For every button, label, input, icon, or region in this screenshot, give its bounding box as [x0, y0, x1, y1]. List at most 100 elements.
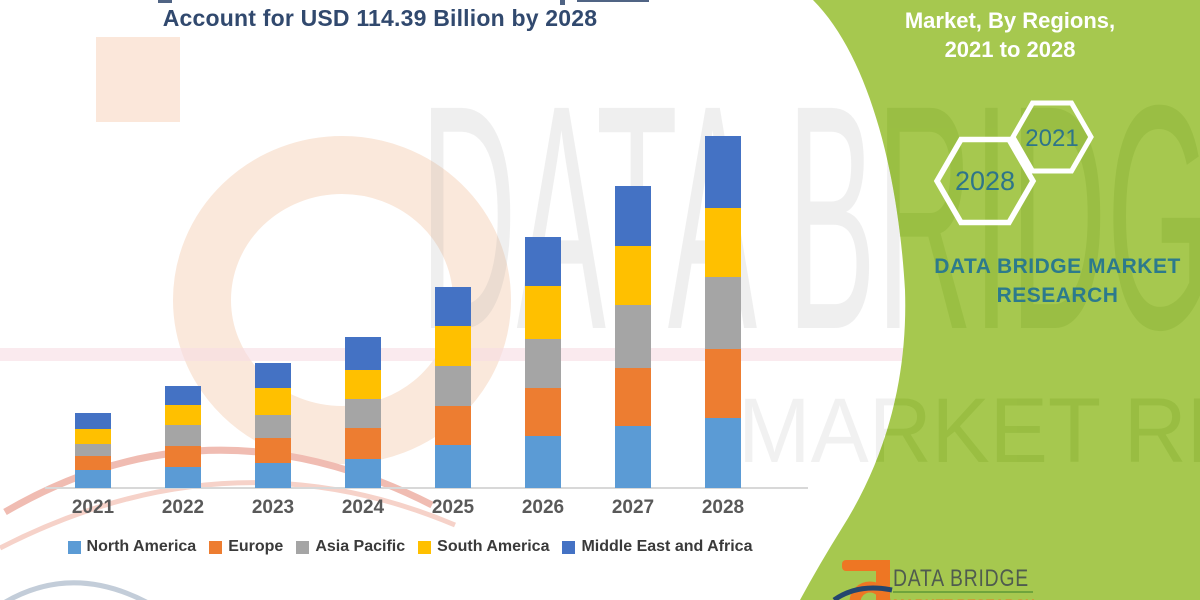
footer-logo-brand: DATA BRIDGE [893, 565, 1029, 592]
bar-2021 [75, 412, 111, 488]
segment-asia-pacific-2023 [255, 415, 291, 439]
clipped-title-remnant [560, 0, 565, 5]
footer-logo-underline [893, 591, 1033, 593]
segment-south-america-2021 [75, 428, 111, 444]
clipped-title-remnant [158, 0, 172, 3]
legend-item-north-america: North America [67, 538, 197, 556]
legend: North America Europe Asia Pacific South Ame… [25, 538, 795, 556]
segment-south-america-2023 [255, 388, 291, 416]
hexagon-2021-outline [1010, 100, 1094, 174]
segment-middle-east-and-africa-2026 [525, 237, 561, 287]
x-tick-2022: 2022 [161, 497, 205, 518]
stacked-bar-chart: 2021 2022 2023 2024 2025 2026 2027 2028 [45, 136, 808, 518]
bar-2028 [705, 136, 741, 488]
segment-asia-pacific-2024 [345, 399, 381, 429]
x-tick-2025: 2025 [431, 497, 475, 518]
logo-swoosh [832, 585, 893, 600]
segment-middle-east-and-africa-2024 [345, 337, 381, 371]
panel-brand-line2: RESEARCH [996, 284, 1119, 307]
segment-north-america-2027 [615, 425, 651, 488]
segment-north-america-2025 [435, 444, 471, 488]
panel-brand-line1: DATA BRIDGE MARKET [934, 255, 1181, 278]
clipped-title-remnant [577, 0, 649, 2]
bar-2024 [345, 337, 381, 488]
segment-asia-pacific-2022 [165, 425, 201, 447]
segment-asia-pacific-2028 [705, 276, 741, 349]
watermark-peach-square [96, 37, 180, 122]
segment-north-america-2023 [255, 463, 291, 488]
segment-asia-pacific-2027 [615, 304, 651, 368]
watermark-blue-arc [4, 580, 148, 600]
hexagon-2021-label: 2021 [1025, 125, 1078, 152]
segment-europe-2026 [525, 388, 561, 436]
x-tick-2021: 2021 [71, 497, 115, 518]
bar-2022 [165, 386, 201, 488]
bar-2023 [255, 363, 291, 488]
segment-south-america-2025 [435, 325, 471, 366]
segment-middle-east-and-africa-2027 [615, 186, 651, 247]
legend-label-middle-east-and-africa: Middle East and Africa [581, 538, 753, 555]
bar-2026 [525, 237, 561, 488]
legend-label-europe: Europe [228, 538, 284, 555]
segment-north-america-2021 [75, 469, 111, 488]
segment-europe-2025 [435, 405, 471, 445]
segment-middle-east-and-africa-2022 [165, 386, 201, 406]
legend-item-middle-east-and-africa: Middle East and Africa [562, 538, 752, 556]
segment-europe-2021 [75, 455, 111, 470]
legend-swatch-europe [209, 540, 223, 554]
legend-item-south-america: South America [418, 538, 549, 556]
panel-heading: Market, By Regions, 2021 to 2028 [845, 6, 1175, 64]
hexagon-2028-label: 2028 [955, 166, 1015, 196]
chart-title: Account for USD 114.39 Billion by 2028 [0, 5, 760, 32]
segment-south-america-2028 [705, 208, 741, 277]
segment-north-america-2028 [705, 417, 741, 488]
legend-item-asia-pacific: Asia Pacific [296, 538, 405, 556]
hexagon-2028-outline [933, 136, 1037, 226]
segment-europe-2022 [165, 446, 201, 468]
legend-swatch-middle-east-and-africa [562, 540, 576, 554]
legend-swatch-south-america [418, 540, 432, 554]
x-tick-2024: 2024 [341, 497, 385, 518]
x-tick-2026: 2026 [521, 497, 565, 518]
legend-item-europe: Europe [209, 538, 283, 556]
legend-swatch-north-america [67, 540, 81, 554]
x-axis-line [45, 487, 808, 489]
segment-europe-2027 [615, 367, 651, 426]
legend-label-south-america: South America [437, 538, 550, 555]
segment-south-america-2026 [525, 286, 561, 340]
segment-north-america-2024 [345, 459, 381, 488]
segment-north-america-2026 [525, 436, 561, 488]
segment-asia-pacific-2025 [435, 365, 471, 406]
segment-south-america-2027 [615, 246, 651, 305]
segment-asia-pacific-2026 [525, 339, 561, 388]
segment-middle-east-and-africa-2025 [435, 286, 471, 326]
segment-middle-east-and-africa-2021 [75, 412, 111, 429]
x-tick-2027: 2027 [611, 497, 655, 518]
legend-label-north-america: North America [86, 538, 197, 555]
segment-middle-east-and-africa-2028 [705, 136, 741, 209]
bar-2027 [615, 186, 651, 488]
segment-asia-pacific-2021 [75, 443, 111, 456]
segment-south-america-2024 [345, 370, 381, 400]
segment-north-america-2022 [165, 467, 201, 488]
legend-swatch-asia-pacific [296, 540, 310, 554]
segment-europe-2024 [345, 428, 381, 460]
side-panel-shape [800, 0, 1200, 600]
panel-heading-line2: 2021 to 2028 [944, 37, 1076, 62]
segment-europe-2023 [255, 438, 291, 464]
segment-europe-2028 [705, 348, 741, 418]
chart-title-text: Account for USD 114.39 Billion by 2028 [162, 5, 598, 31]
legend-label-asia-pacific: Asia Pacific [315, 538, 406, 555]
panel-heading-line1: Market, By Regions, [904, 8, 1116, 33]
watermark-red-arc-2 [0, 480, 456, 551]
x-tick-2023: 2023 [251, 497, 295, 518]
x-tick-2028: 2028 [701, 497, 745, 518]
segment-middle-east-and-africa-2023 [255, 363, 291, 389]
bar-2025 [435, 286, 471, 488]
panel-brand-text: DATA BRIDGE MARKET RESEARCH [900, 252, 1200, 310]
footer-logo-subbrand-clipped: MARKET RESEARCH [893, 596, 1035, 600]
